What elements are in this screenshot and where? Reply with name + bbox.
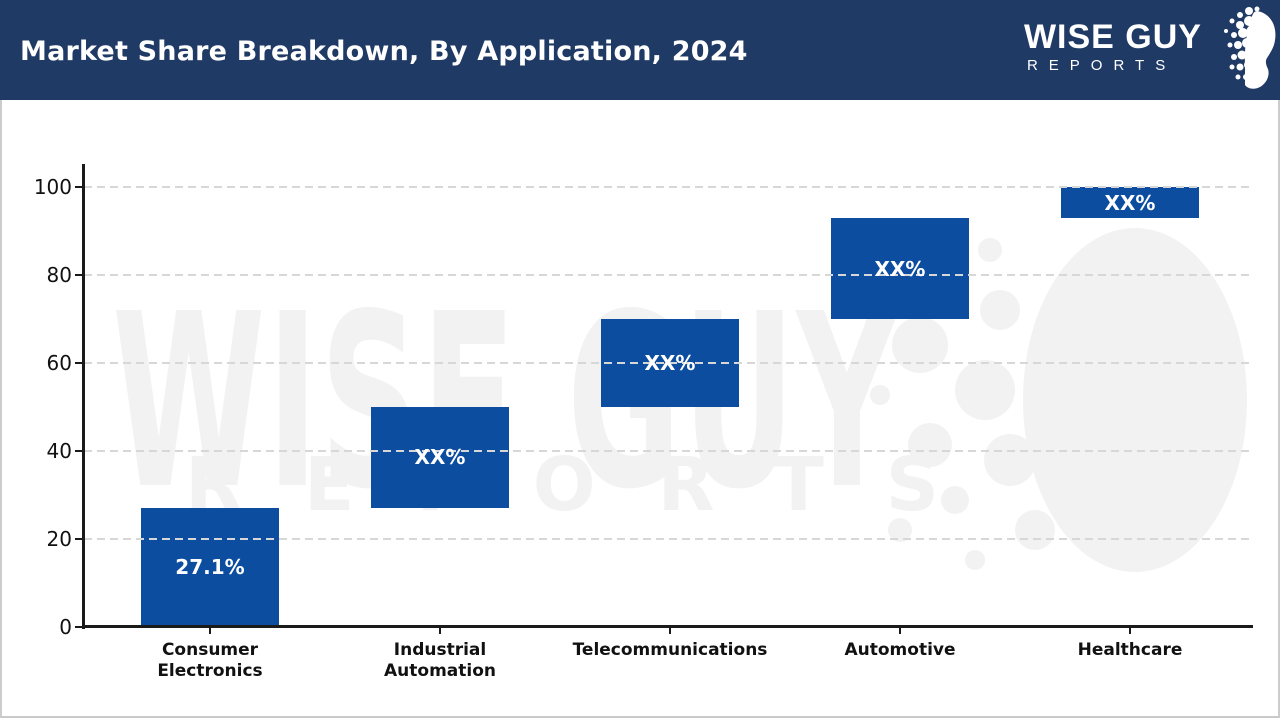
- x-tick-label-1: Industrial Automation: [384, 640, 496, 682]
- x-tick-label-2: Telecommunications: [572, 640, 768, 660]
- logo-reports-text: REPORTS: [1026, 57, 1177, 74]
- page-title: Market Share Breakdown, By Application, …: [20, 36, 748, 67]
- y-tick-40: [75, 450, 84, 452]
- bar-automotive[interactable]: [831, 218, 969, 319]
- watermark-head-graphic: [843, 228, 1247, 572]
- y-tick-label-80: 80: [46, 263, 72, 287]
- bar-value-label-healthcare: XX%: [1104, 190, 1156, 215]
- gridline-60: [84, 362, 1253, 364]
- logo-wiseguy-text: WISE GUY: [1023, 18, 1202, 56]
- y-tick-label-20: 20: [46, 527, 72, 551]
- x-tick-2: [669, 627, 671, 634]
- bar-value-label-telecommunications: XX%: [644, 351, 696, 375]
- x-tick-1: [439, 627, 441, 634]
- x-tick-label-0: Consumer Electronics: [157, 640, 263, 682]
- x-tick-label-3: Automotive: [844, 640, 956, 660]
- bar-consumer-electronics[interactable]: [141, 507, 279, 627]
- y-tick-60: [75, 362, 84, 364]
- gridline-80: [84, 274, 1253, 276]
- y-tick-20: [75, 538, 84, 540]
- y-tick-label-0: 0: [59, 615, 72, 639]
- brand-logo: WISE GUY REPORTS: [1024, 20, 1202, 74]
- bar-value-label-automotive: XX%: [874, 256, 926, 281]
- header-bar: Market Share Breakdown, By Application, …: [0, 0, 1280, 100]
- x-tick-3: [899, 627, 901, 634]
- gridline-100: [84, 186, 1253, 188]
- y-tick-80: [75, 274, 84, 276]
- gridline-20: [84, 538, 1253, 540]
- bar-healthcare[interactable]: [1061, 187, 1199, 219]
- x-tick-label-4: Healthcare: [1077, 640, 1183, 660]
- x-axis-line: [82, 625, 1253, 628]
- logo-head-icon: [1224, 6, 1276, 89]
- watermark-reports-text: REPORTS: [185, 442, 1002, 528]
- y-tick-100: [75, 186, 84, 188]
- content-frame: [0, 100, 1280, 718]
- bar-industrial-automation[interactable]: [371, 407, 509, 508]
- y-tick-label-60: 60: [46, 351, 72, 375]
- bar-value-label-consumer-electronics: 27.1%: [175, 555, 245, 580]
- y-tick-0: [75, 626, 84, 628]
- y-axis-line: [82, 164, 85, 629]
- gridline-40: [84, 450, 1253, 452]
- x-tick-4: [1129, 627, 1131, 634]
- bar-value-label-industrial-automation: XX%: [414, 445, 466, 470]
- y-tick-label-100: 100: [33, 175, 72, 199]
- y-tick-label-40: 40: [46, 439, 72, 463]
- x-tick-0: [209, 627, 211, 634]
